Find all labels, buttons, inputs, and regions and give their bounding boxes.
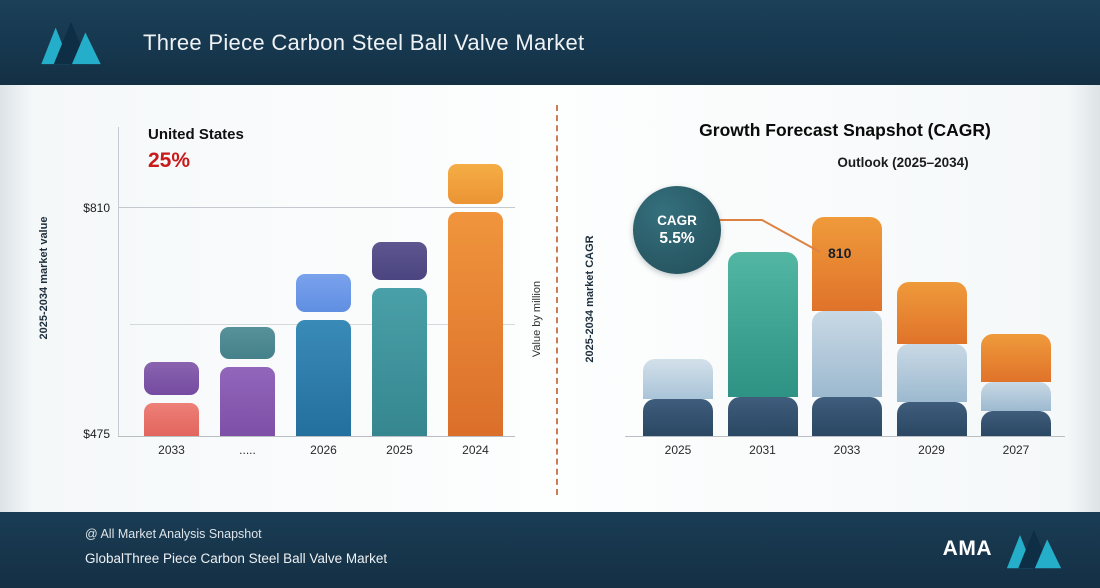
left-bar-3-cap: [372, 242, 427, 280]
left-category-4: 2024: [462, 443, 489, 457]
right-category-0: 2025: [664, 443, 692, 457]
cagr-badge-value: 5.5%: [659, 229, 695, 247]
right-bar-2: [812, 217, 882, 436]
left-category-3: 2025: [386, 443, 413, 457]
left-category-labels: 2033..... 2026 2025 2024: [144, 443, 503, 457]
left-category-0: 2033: [158, 443, 185, 457]
value-by-million-label: Value by million: [531, 280, 543, 358]
left-bar-2-cap: [296, 274, 351, 312]
left-bar-4-body: [448, 212, 503, 436]
left-bar-4: [448, 164, 503, 436]
gridline-810: [118, 207, 515, 208]
ama-logo-icon: [1006, 528, 1062, 570]
cagr-badge-label: CAGR: [657, 212, 697, 228]
right-bar-2-segment-0: [812, 217, 882, 311]
right-bar-1-segment-1: [727, 397, 798, 436]
right-bar-0-segment-1: [643, 399, 713, 436]
right-bar-3-segment-0: [896, 282, 967, 344]
left-bar-1: [220, 327, 275, 436]
footer-market-text: GlobalThree Piece Carbon Steel Ball Valv…: [85, 551, 388, 566]
right-bar-4-segment-0: [981, 334, 1051, 382]
tick-label-810: $810: [83, 201, 110, 215]
left-chart-plot: $810 $475: [83, 127, 515, 441]
footer-brand-text: AMA: [942, 537, 992, 560]
left-bar-2: [296, 274, 351, 436]
right-bars: [643, 217, 1051, 436]
growth-percentage: 25%: [148, 149, 191, 172]
left-bars: [144, 164, 503, 436]
right-category-3: 2029: [918, 443, 945, 457]
right-bar-4-segment-1: [981, 382, 1051, 411]
right-y-axis-label: 2025-2034 market CAGR: [584, 235, 596, 363]
left-category-2: 2026: [310, 443, 337, 457]
right-category-2: 2033: [833, 443, 861, 457]
left-bar-3-body: [372, 288, 427, 436]
right-category-1: 2031: [749, 443, 776, 457]
right-bar-4-segment-2: [981, 411, 1051, 436]
left-bar-1-body: [220, 367, 275, 436]
left-bar-0-body: [144, 403, 199, 436]
right-chart-plot: [625, 157, 1065, 437]
left-category-1: .....: [239, 443, 256, 457]
right-baseline: [625, 436, 1065, 437]
left-y-axis-label: 2025-2034 market value: [38, 216, 50, 340]
left-y-axis-line: [118, 127, 119, 437]
right-bar-2-segment-1: [812, 311, 882, 397]
region-label: United States: [148, 126, 244, 143]
left-bar-1-cap: [220, 327, 275, 359]
right-bar-1-segment-0: [727, 252, 798, 397]
right-category-labels: 2025 2031 2033 2029 2027: [643, 443, 1051, 457]
left-bar-3: [372, 242, 427, 436]
right-chart-subtitle: Outlook (2025–2034): [837, 155, 969, 170]
right-bar-3-segment-2: [896, 402, 967, 436]
left-bar-4-cap: [448, 164, 503, 204]
right-bar-2-segment-2: [812, 397, 882, 436]
right-bar-3: [896, 282, 967, 436]
tick-label-475: $475: [83, 427, 110, 441]
right-bar-0-segment-0: [643, 359, 713, 399]
right-bar-0: [643, 359, 713, 436]
left-bar-0-cap: [144, 362, 199, 395]
right-bar-3-segment-1: [896, 344, 967, 402]
annotation-value: 810: [828, 245, 852, 261]
footer-snapshot-text: @ All Market Analysis Snapshot: [85, 527, 262, 541]
page-title: Three Piece Carbon Steel Ball Valve Mark…: [143, 29, 585, 55]
right-chart-title: Growth Forecast Snapshot (CAGR): [699, 120, 991, 140]
ama-logo-icon: [40, 20, 102, 66]
cagr-connector-line: [718, 219, 821, 253]
left-baseline: [118, 436, 515, 437]
left-bar-2-body: [296, 320, 351, 436]
right-category-4: 2027: [1002, 443, 1030, 457]
footer-bar: @ All Market Analysis Snapshot GlobalThr…: [0, 512, 1100, 588]
footer-brand-block: AMA: [943, 528, 1062, 570]
cagr-badge: CAGR 5.5%: [633, 186, 721, 274]
panel-divider-dashed-line: [556, 105, 558, 495]
right-bar-4: [981, 334, 1051, 436]
header-bar: Three Piece Carbon Steel Ball Valve Mark…: [0, 0, 1100, 85]
right-bar-1: [727, 252, 798, 436]
left-bar-0: [144, 362, 199, 436]
